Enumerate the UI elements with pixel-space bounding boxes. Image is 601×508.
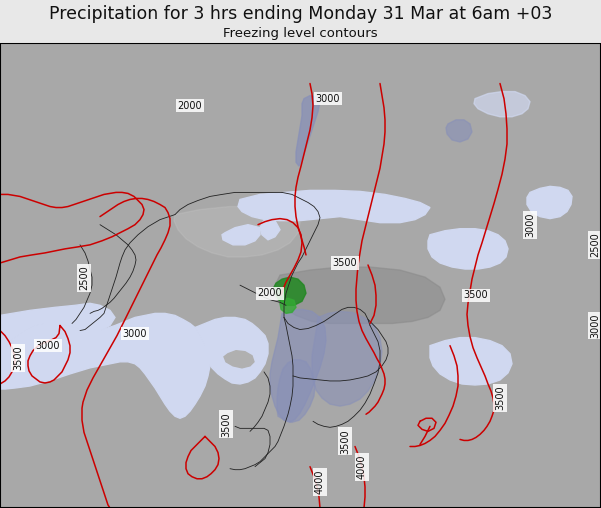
Text: 3500: 3500 [340, 429, 350, 454]
Text: 3000: 3000 [35, 341, 60, 351]
Polygon shape [280, 298, 296, 313]
Polygon shape [430, 338, 512, 385]
Polygon shape [296, 96, 320, 166]
Polygon shape [270, 309, 326, 422]
Polygon shape [474, 91, 530, 117]
Text: 3500: 3500 [333, 258, 358, 268]
Text: 3500: 3500 [464, 290, 488, 300]
Text: Freezing level contours: Freezing level contours [223, 27, 378, 40]
Polygon shape [312, 311, 382, 406]
Polygon shape [527, 186, 572, 218]
Text: 3000: 3000 [123, 329, 147, 338]
Text: Precipitation for 3 hrs ending Monday 31 Mar at 6am +03: Precipitation for 3 hrs ending Monday 31… [49, 5, 552, 23]
Text: 2000: 2000 [178, 101, 203, 111]
Polygon shape [0, 303, 115, 345]
Polygon shape [274, 277, 306, 305]
Text: 2500: 2500 [79, 266, 89, 291]
Polygon shape [222, 225, 260, 245]
Polygon shape [174, 207, 300, 257]
Text: 3500: 3500 [13, 345, 23, 370]
Text: 3500: 3500 [495, 386, 505, 410]
Polygon shape [224, 351, 254, 368]
Polygon shape [274, 267, 445, 324]
Polygon shape [238, 190, 430, 223]
Text: 2000: 2000 [258, 288, 282, 298]
Polygon shape [260, 219, 280, 240]
Text: 3000: 3000 [525, 212, 535, 237]
Text: 3000: 3000 [590, 313, 600, 338]
Text: 3500: 3500 [221, 412, 231, 436]
Polygon shape [446, 120, 472, 142]
Text: 4000: 4000 [315, 469, 325, 494]
Text: 3000: 3000 [316, 93, 340, 104]
Polygon shape [0, 313, 210, 418]
Polygon shape [428, 229, 508, 269]
Text: 4000: 4000 [357, 455, 367, 479]
Text: 2500: 2500 [590, 233, 600, 257]
Polygon shape [277, 360, 315, 422]
Polygon shape [195, 318, 268, 384]
